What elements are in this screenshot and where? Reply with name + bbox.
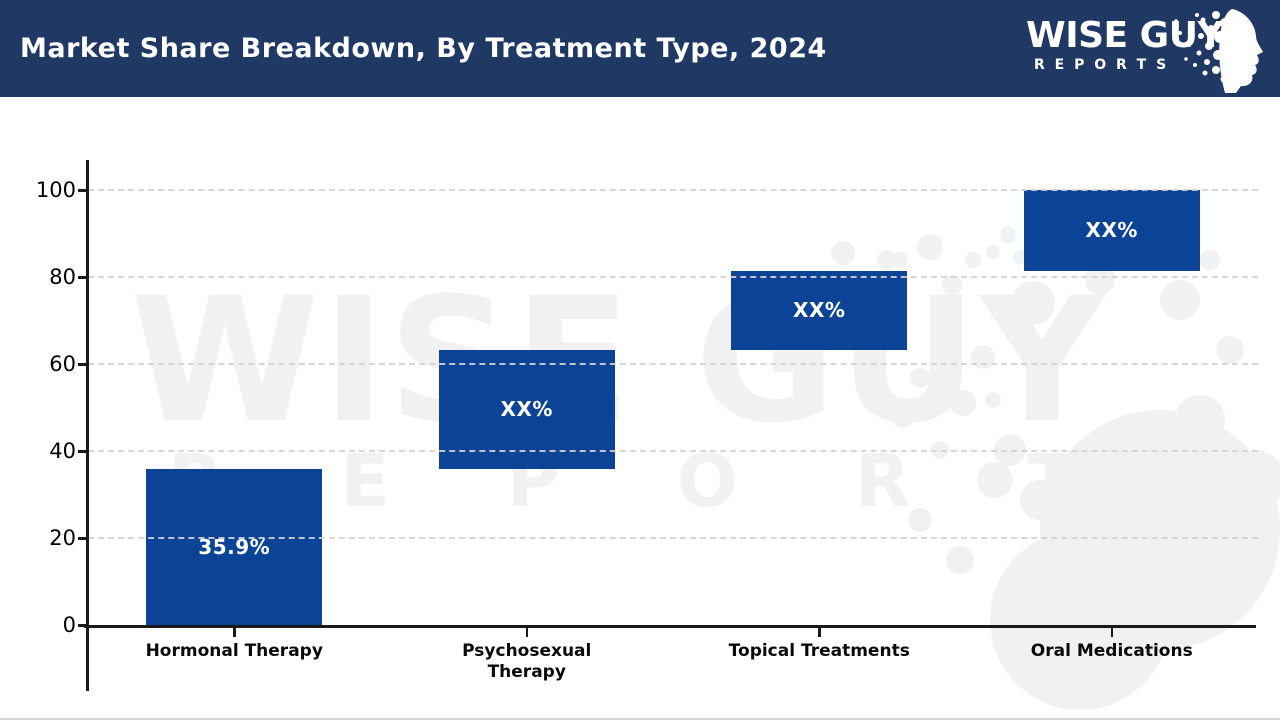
logo-line2: R E P O R T S <box>1034 57 1169 73</box>
page-title: Market Share Breakdown, By Treatment Typ… <box>20 33 827 64</box>
bar-psychosexual-therapy: XX% <box>438 350 615 469</box>
gridline-y-100 <box>88 189 1258 191</box>
gridline-y-40 <box>88 450 1258 452</box>
x-axis-tick <box>1110 628 1114 637</box>
y-axis-tick <box>78 275 88 279</box>
y-axis-tick-label: 60 <box>49 352 76 376</box>
y-axis-tick-label: 80 <box>49 265 76 289</box>
bar-oral-medications: XX% <box>1023 190 1200 271</box>
watermark-text-1: WISE GUY <box>130 260 1107 461</box>
x-axis-label-hormonal-therapy: Hormonal Therapy <box>145 641 323 661</box>
bar-hormonal-therapy: 35.9% <box>146 468 323 625</box>
y-axis-tick <box>78 449 88 453</box>
bar-topical-treatments: XX% <box>731 270 908 351</box>
y-axis-tick-label: 20 <box>49 526 76 550</box>
y-axis-tick <box>78 536 88 540</box>
y-axis-tick-label: 40 <box>49 439 76 463</box>
x-axis-label-psychosexual-therapy: Psychosexual Therapy <box>462 641 592 682</box>
y-axis-tick-label: 100 <box>35 178 76 202</box>
gridline-y-20 <box>88 537 1258 539</box>
x-axis-label-oral-medications: Oral Medications <box>1030 641 1193 661</box>
gridline-y-60 <box>88 363 1258 365</box>
x-axis-line <box>84 625 1256 628</box>
gridline-y-80 <box>88 276 1258 278</box>
x-axis-label-topical-treatments: Topical Treatments <box>728 641 910 661</box>
y-axis-tick <box>78 362 88 366</box>
header-bar: Market Share Breakdown, By Treatment Typ… <box>0 0 1280 97</box>
y-axis-tick <box>78 188 88 192</box>
bar-value-label-topical-treatments: XX% <box>793 298 846 323</box>
x-axis-tick <box>525 628 529 637</box>
wise-guy-reports-logo: WISE GUY R E P O R T S <box>1026 9 1263 93</box>
logo-line1: WISE GUY <box>1026 15 1224 56</box>
y-axis-tick <box>78 623 88 627</box>
chart-canvas: WISE GUY R E P O R T S <box>0 97 1280 718</box>
bar-value-label-oral-medications: XX% <box>1085 218 1138 243</box>
bar-value-label-psychosexual-therapy: XX% <box>500 397 553 422</box>
x-axis-tick <box>233 628 236 637</box>
watermark-text-2: R E P O R T S <box>168 439 1280 523</box>
y-axis-tick-label: 0 <box>62 613 76 637</box>
x-axis-tick <box>818 628 821 637</box>
y-axis-line <box>86 160 89 691</box>
logo-face-icon <box>1174 9 1263 93</box>
